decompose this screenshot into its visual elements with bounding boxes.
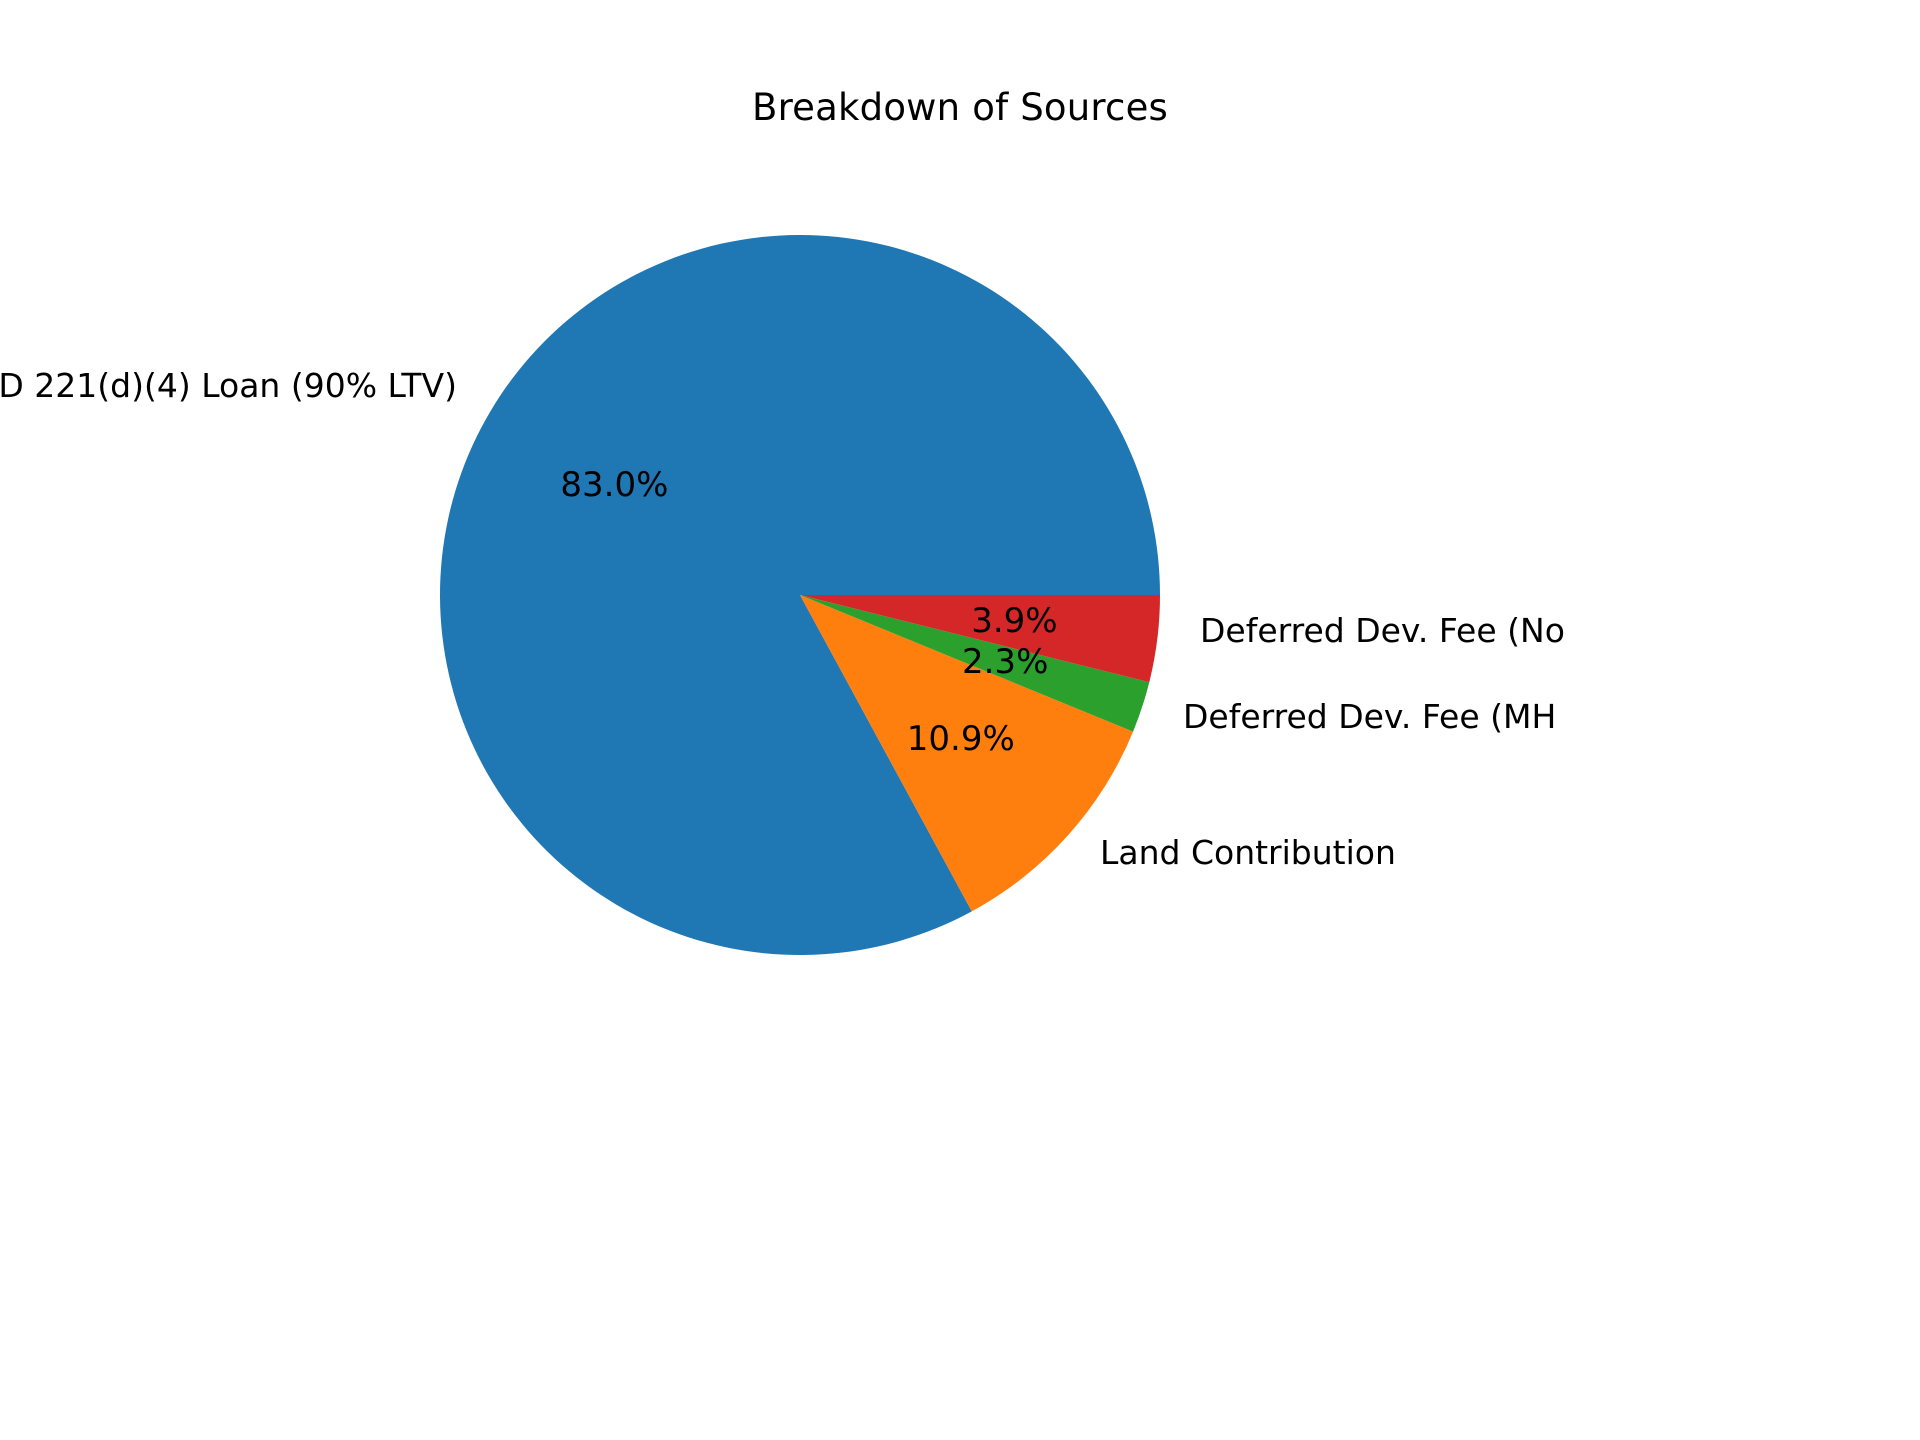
pie-slice-2 — [800, 595, 1150, 732]
slice-percent-label-3: 3.9% — [971, 601, 1058, 642]
pie-plot-area: 83.0% 10.9% 2.3% 3.9% — [440, 235, 1160, 956]
slice-percent-label-0: 83.0% — [560, 464, 669, 505]
pie-slice-3 — [800, 595, 1160, 683]
slice-name-label-land-contribution: Land Contribution — [1100, 833, 1396, 872]
slice-name-label-hud-loan: D 221(d)(4) Loan (90% LTV) — [0, 366, 457, 405]
chart-title: Breakdown of Sources — [751, 86, 1169, 129]
pie-wedges — [440, 235, 1160, 956]
slice-percent-label-2: 2.3% — [961, 642, 1049, 683]
pie-slice-0 — [440, 235, 1160, 956]
pie-svg — [440, 235, 1160, 956]
slice-name-label-deferred-dev-fee-no: Deferred Dev. Fee (No — [1200, 611, 1565, 650]
slice-percent-label-1: 10.9% — [906, 719, 1015, 760]
pie-slice-1 — [800, 595, 1134, 912]
slice-name-label-deferred-dev-fee-mh: Deferred Dev. Fee (MH — [1183, 697, 1557, 736]
